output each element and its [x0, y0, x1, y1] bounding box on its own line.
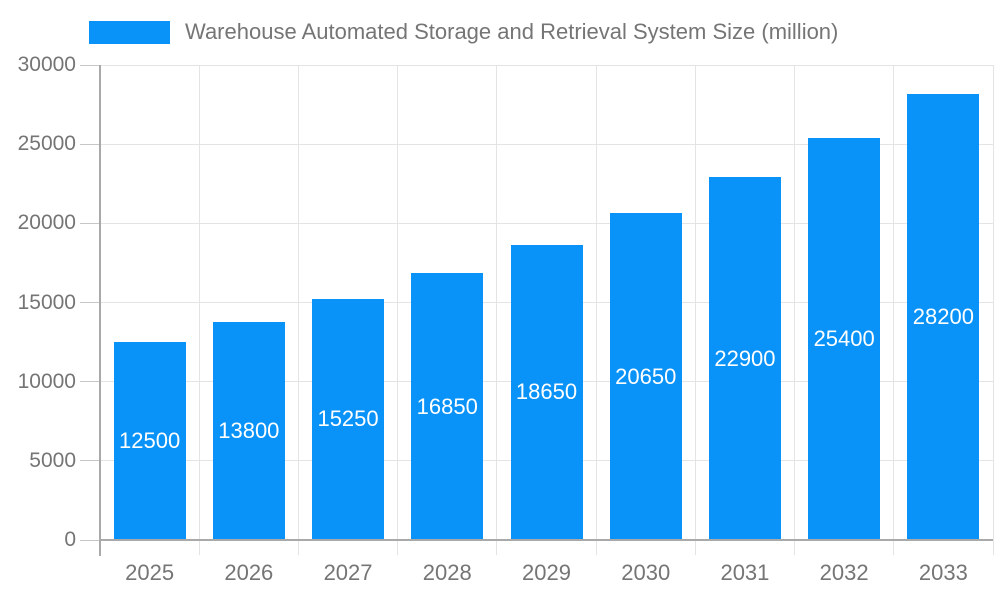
- x-axis-label: 2032: [819, 560, 869, 585]
- x-axis-label: 2026: [224, 560, 274, 585]
- y-axis-line: [99, 65, 101, 556]
- bar-value-label: 28200: [912, 303, 974, 329]
- bar-value-label: 12500: [119, 428, 181, 454]
- gridline-vertical: [794, 65, 796, 555]
- y-axis-tick: [80, 381, 100, 383]
- gridline-vertical: [297, 65, 299, 555]
- bar-value-label: 25400: [813, 325, 875, 351]
- y-axis-label: 20000: [17, 211, 76, 235]
- bar-2033: 28200: [907, 93, 980, 540]
- bar-2025: 12500: [113, 342, 186, 540]
- bar-2032: 25400: [808, 137, 881, 540]
- chart-title: Warehouse Automated Storage and Retrieva…: [185, 19, 839, 44]
- y-axis-tick: [80, 222, 100, 224]
- gridline-vertical: [694, 65, 696, 555]
- x-axis-label: 2029: [522, 560, 571, 585]
- y-axis-tick: [80, 64, 100, 66]
- gridline-horizontal: [100, 222, 993, 224]
- y-axis-label: 25000: [17, 132, 76, 156]
- gridline-horizontal: [100, 143, 993, 145]
- bar-2030: 20650: [609, 213, 682, 540]
- bar-2029: 18650: [510, 244, 583, 540]
- y-axis-tick: [80, 302, 100, 303]
- y-axis-label: 30000: [17, 53, 76, 76]
- y-axis-tick: [80, 539, 100, 541]
- gridline-vertical: [496, 65, 498, 555]
- bar-2027: 15250: [312, 298, 385, 540]
- bar-2028: 16850: [411, 273, 484, 540]
- gridline-vertical: [992, 65, 994, 555]
- bar-value-label: 15250: [317, 406, 379, 432]
- bar-value-label: 20650: [615, 363, 677, 389]
- x-axis-label: 2031: [720, 560, 770, 585]
- y-axis-label: 0: [64, 528, 76, 551]
- chart-legend: Warehouse Automated Storage and Retrieva…: [89, 19, 839, 44]
- x-axis-label: 2025: [125, 560, 175, 585]
- x-axis-label: 2030: [621, 560, 671, 585]
- bar-value-label: 16850: [416, 393, 478, 419]
- gridline-vertical: [198, 65, 200, 555]
- x-axis-label: 2027: [323, 560, 373, 585]
- bar-2026: 13800: [212, 321, 285, 540]
- plot-area: 12500 13800 15250 16850 18650 20650 22900 25400…: [80, 64, 994, 585]
- x-axis-label: 2033: [918, 560, 968, 585]
- gridline-vertical: [893, 65, 895, 555]
- bar-value-label: 13800: [218, 417, 280, 443]
- bar-2031: 22900: [708, 177, 781, 540]
- y-axis-tick: [80, 460, 100, 462]
- x-axis-label: 2028: [422, 560, 472, 585]
- gridline-vertical: [595, 65, 597, 555]
- gridline-horizontal: [100, 64, 993, 66]
- gridline-vertical: [397, 65, 399, 555]
- y-axis-tick: [80, 143, 100, 145]
- x-axis-line: [99, 539, 993, 541]
- bar-value-label: 18650: [515, 379, 578, 405]
- legend-swatch: [89, 20, 170, 44]
- bar-value-label: 22900: [714, 345, 776, 371]
- y-axis-label: 10000: [17, 369, 76, 393]
- y-axis-label: 5000: [29, 448, 76, 472]
- y-axis-label: 15000: [17, 290, 76, 314]
